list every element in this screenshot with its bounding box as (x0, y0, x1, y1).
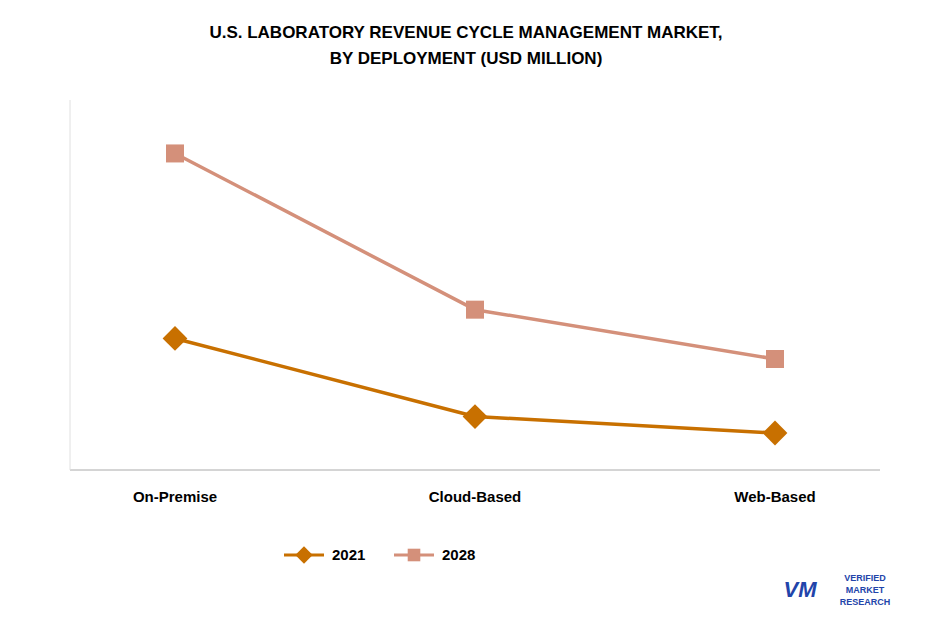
annotation: VERIFIEDMARKETRESEARCH (840, 573, 891, 607)
background (0, 0, 932, 634)
x-tick-label: Cloud-Based (429, 488, 522, 505)
legend-marker (295, 546, 312, 563)
legend-label: 2028 (442, 546, 475, 563)
legend-marker (408, 549, 421, 562)
series-line (175, 153, 775, 359)
point (163, 326, 188, 351)
legend-label: 2021 (332, 546, 365, 563)
point (763, 421, 788, 446)
x-tick-label: Web-Based (734, 488, 815, 505)
x-tick-label: On-Premise (133, 488, 217, 505)
point (466, 301, 484, 319)
y-axis (70, 100, 71, 470)
legend: 2021 2028 (284, 546, 475, 564)
point (166, 144, 184, 162)
annotation: VM (784, 577, 818, 602)
plot-area (163, 144, 788, 445)
series-line (175, 338, 775, 433)
title: U.S. LABORATORY REVENUE CYCLE MANAGEMENT… (209, 23, 722, 68)
chart: U.S. LABORATORY REVENUE CYCLE MANAGEMENT… (0, 0, 932, 634)
x-axis (70, 470, 880, 471)
point (463, 404, 488, 429)
point (766, 350, 784, 368)
